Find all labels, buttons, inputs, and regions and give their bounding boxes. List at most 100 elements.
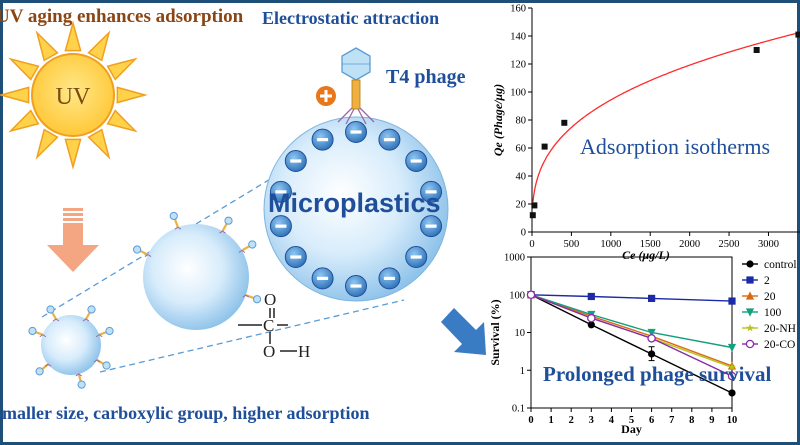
marker: [746, 276, 754, 284]
sun-ray: [64, 20, 82, 52]
iso-data-point: [541, 143, 548, 150]
uv-label: UV: [56, 84, 91, 110]
marker: [728, 297, 736, 305]
iso-x-tick-label: 1000: [600, 239, 621, 250]
marker: [526, 290, 536, 299]
iso-x-tick-label: 1500: [640, 239, 661, 250]
sun-ray: [35, 30, 59, 62]
carboxyl-o-bottom: O: [263, 342, 275, 361]
carboxyl-o-top: O: [264, 290, 276, 309]
sun-ray: [106, 57, 138, 81]
phage-icon: [35, 363, 52, 376]
marker: [727, 343, 737, 353]
negative-charge-icon: [284, 149, 307, 172]
legend-item: 20: [742, 291, 776, 303]
iso-y-tick-label: 0: [521, 228, 526, 239]
surv-x-tick-label: 9: [709, 415, 714, 426]
iso-y-tick-label: 160: [510, 4, 526, 15]
surv-series-line: [530, 294, 733, 349]
iso-data-point: [795, 31, 800, 38]
carboxyl-group: C O O H: [238, 290, 310, 361]
marker: [728, 389, 736, 397]
negative-charge-icon: [378, 267, 401, 290]
surv-series-line: [530, 294, 733, 394]
phage-icon: [242, 294, 262, 304]
surv-x-tick-label: 8: [689, 415, 694, 426]
surv-x-tick-label: 6: [649, 415, 654, 426]
iso-x-tick-label: 0: [529, 239, 534, 250]
legend-item: 100: [742, 307, 782, 319]
iso-y-tick-label: 60: [516, 144, 527, 155]
iso-y-label: Qe (Phage/μg): [491, 84, 505, 156]
surv-y-tick-label: 0.1: [512, 404, 525, 415]
marker: [587, 321, 595, 329]
marker: [647, 334, 656, 343]
surv-x-tick-label: 7: [669, 415, 674, 426]
negative-charge-icon: [420, 215, 443, 238]
sun-ray: [35, 128, 59, 160]
sun-ray: [87, 30, 111, 62]
marker: [745, 308, 755, 317]
sun-ray: [106, 109, 138, 133]
carboxyl-c: C: [263, 316, 274, 335]
marker: [745, 339, 755, 349]
legend-label: 20-NH: [764, 323, 796, 335]
surv-x-tick-label: 3: [589, 415, 594, 426]
isotherm-label: Adsorption isotherms: [580, 134, 771, 159]
iso-x-tick-label: 500: [564, 239, 580, 250]
marker: [587, 313, 596, 323]
marker: [745, 323, 755, 332]
surv-series-line: [530, 294, 733, 367]
iso-x-tick-label: 2500: [719, 239, 740, 250]
sun-ray: [87, 128, 111, 160]
legend-item: 2: [742, 275, 770, 287]
down-arrow-icon: [47, 208, 99, 272]
small-particle: [28, 305, 114, 389]
surv-y-tick-label: 1000: [504, 253, 525, 264]
sun-ray: [116, 86, 148, 104]
marker: [648, 350, 656, 358]
iso-data-point: [753, 47, 760, 53]
marker: [587, 292, 595, 301]
marker: [648, 294, 656, 303]
survival-label: Prolonged phage survival: [543, 362, 772, 386]
marker: [745, 291, 755, 300]
phage-icon: [75, 373, 86, 389]
marker: [746, 260, 754, 268]
microplastics-label: Microplastics: [268, 188, 441, 218]
marker: [727, 371, 737, 381]
surv-y-label: Survival (%): [488, 299, 502, 365]
t4-phage-label: T4 phage: [386, 66, 466, 88]
phage-icon: [46, 305, 60, 322]
phage-icon: [28, 326, 47, 338]
surv-series-line: [530, 294, 733, 302]
carboxyl-h: H: [298, 342, 310, 361]
surv-x-tick-label: 10: [727, 415, 738, 426]
surv-series-2: [527, 291, 736, 305]
phage-icon: [169, 211, 182, 230]
phage-icon: [132, 245, 152, 258]
negative-charge-icon: [311, 267, 334, 290]
negative-charge-icon: [405, 246, 428, 269]
surv-x-tick-label: 1: [548, 415, 553, 426]
medium-particle: [132, 211, 262, 330]
legend-label: 20-CO: [764, 339, 795, 351]
legend-label: control: [764, 259, 797, 271]
legend-label: 2: [764, 275, 770, 287]
iso-data-point: [531, 202, 538, 209]
sun-icon: [0, 20, 148, 170]
iso-y-tick-label: 120: [510, 60, 526, 71]
size-caption: Smaller size, carboxylic group, higher a…: [0, 403, 370, 423]
iso-x-tick-label: 2000: [679, 239, 700, 250]
sun-ray: [8, 109, 40, 133]
iso-data-point: [529, 212, 536, 219]
sun-ray: [0, 86, 30, 104]
legend-item: control: [742, 259, 797, 271]
surv-y-tick-label: 10: [515, 328, 526, 339]
zoom-line-lower: [99, 299, 405, 373]
blue-arrow-icon: [441, 308, 486, 355]
surv-y-tick-label: 1: [520, 366, 525, 377]
